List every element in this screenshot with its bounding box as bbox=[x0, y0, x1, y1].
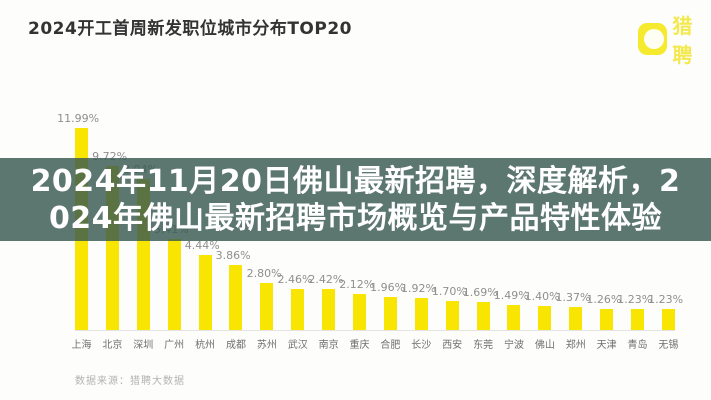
bar-value-label: 1.26% bbox=[586, 292, 622, 306]
page-title: 2024开工首周新发职位城市分布TOP20 bbox=[28, 19, 352, 39]
bar-value-label: 1.49% bbox=[493, 288, 529, 302]
bar: 1.69% 东莞 bbox=[463, 286, 498, 352]
bar-city-label: 上海 bbox=[71, 340, 92, 351]
bar-city-label: 北京 bbox=[102, 340, 123, 351]
bar: 1.23% 青岛 bbox=[617, 293, 652, 351]
data-source-note: 数据来源：猎聘大数据 bbox=[75, 376, 185, 387]
bar-city-label: 杭州 bbox=[195, 340, 216, 351]
bar: 2.12% 重庆 bbox=[339, 278, 374, 351]
bar: 1.37% 郑州 bbox=[555, 291, 590, 351]
bar-value-label: 2.12% bbox=[339, 278, 375, 292]
bar-value-label: 1.40% bbox=[524, 290, 560, 304]
caption-line-1: 2024年11月20日佛山最新招聘，深度解析，2 bbox=[30, 163, 681, 199]
bar: 4.44% 杭州 bbox=[185, 239, 220, 351]
bar-city-label: 南京 bbox=[318, 340, 339, 351]
bar-city-label: 成都 bbox=[225, 340, 246, 351]
bar-value-label: 2.80% bbox=[246, 266, 282, 280]
bar-city-label: 宁波 bbox=[503, 340, 524, 351]
bar-city-label: 青岛 bbox=[627, 340, 648, 351]
bar-city-label: 重庆 bbox=[349, 340, 370, 351]
bar-value-label: 1.70% bbox=[431, 285, 467, 299]
liepin-logo-text: 猎聘 bbox=[672, 14, 694, 67]
bar-city-label: 郑州 bbox=[565, 340, 586, 351]
bar-city-label: 西安 bbox=[442, 340, 463, 351]
bar-value-label: 1.69% bbox=[462, 285, 498, 299]
bar: 2.42% 南京 bbox=[308, 273, 343, 351]
bar-value-label: 1.23% bbox=[617, 293, 653, 307]
bar-city-label: 苏州 bbox=[256, 340, 277, 351]
bar-city-label: 长沙 bbox=[411, 340, 432, 351]
bar-city-label: 广州 bbox=[164, 340, 185, 351]
bar: 1.49% 宁波 bbox=[494, 289, 529, 351]
bar: 2.46% 武汉 bbox=[277, 273, 312, 351]
bar-city-label: 武汉 bbox=[287, 340, 308, 351]
bar-city-label: 合肥 bbox=[380, 340, 401, 351]
bar-value-label: 4.44% bbox=[184, 239, 220, 253]
bar-city-label: 无锡 bbox=[658, 340, 679, 351]
bar-city-label: 天津 bbox=[596, 340, 617, 351]
bar: 2.80% 苏州 bbox=[247, 267, 282, 351]
bar-value-label: 2.42% bbox=[308, 273, 344, 287]
bar: 3.86% 成都 bbox=[216, 249, 251, 351]
bar: 1.26% 天津 bbox=[586, 293, 621, 351]
bar-value-label: 1.23% bbox=[648, 293, 684, 307]
bar-value-label: 2.46% bbox=[277, 272, 313, 286]
caption-overlay: 2024年11月20日佛山最新招聘，深度解析，2 024年佛山最新招聘市场概览与… bbox=[0, 158, 711, 241]
bar-value-label: 11.99% bbox=[57, 112, 100, 125]
liepin-logo-icon bbox=[638, 23, 668, 55]
bar: 1.92% 长沙 bbox=[401, 282, 436, 351]
bar-value-label: 1.96% bbox=[370, 281, 406, 294]
caption-line-2: 024年佛山最新招聘市场概览与产品特性体验 bbox=[48, 200, 663, 236]
bar-value-label: 3.86% bbox=[215, 249, 251, 262]
bar: 1.96% 合肥 bbox=[370, 281, 405, 351]
liepin-logo: 猎聘 bbox=[638, 10, 711, 68]
bar-value-label: 1.37% bbox=[555, 290, 591, 304]
bar: 1.23% 无锡 bbox=[648, 293, 683, 351]
bar: 5.41%广州 bbox=[154, 223, 189, 351]
bar-city-label: 深圳 bbox=[133, 340, 154, 351]
bar: 1.70% 西安 bbox=[432, 285, 467, 351]
bar-city-label: 东莞 bbox=[473, 340, 494, 351]
liepin-logo-icon-circle bbox=[644, 29, 664, 49]
bar-value-label: 1.92% bbox=[401, 281, 436, 295]
bar: 1.40% 佛山 bbox=[525, 290, 560, 351]
bar-city-label: 佛山 bbox=[534, 340, 555, 351]
